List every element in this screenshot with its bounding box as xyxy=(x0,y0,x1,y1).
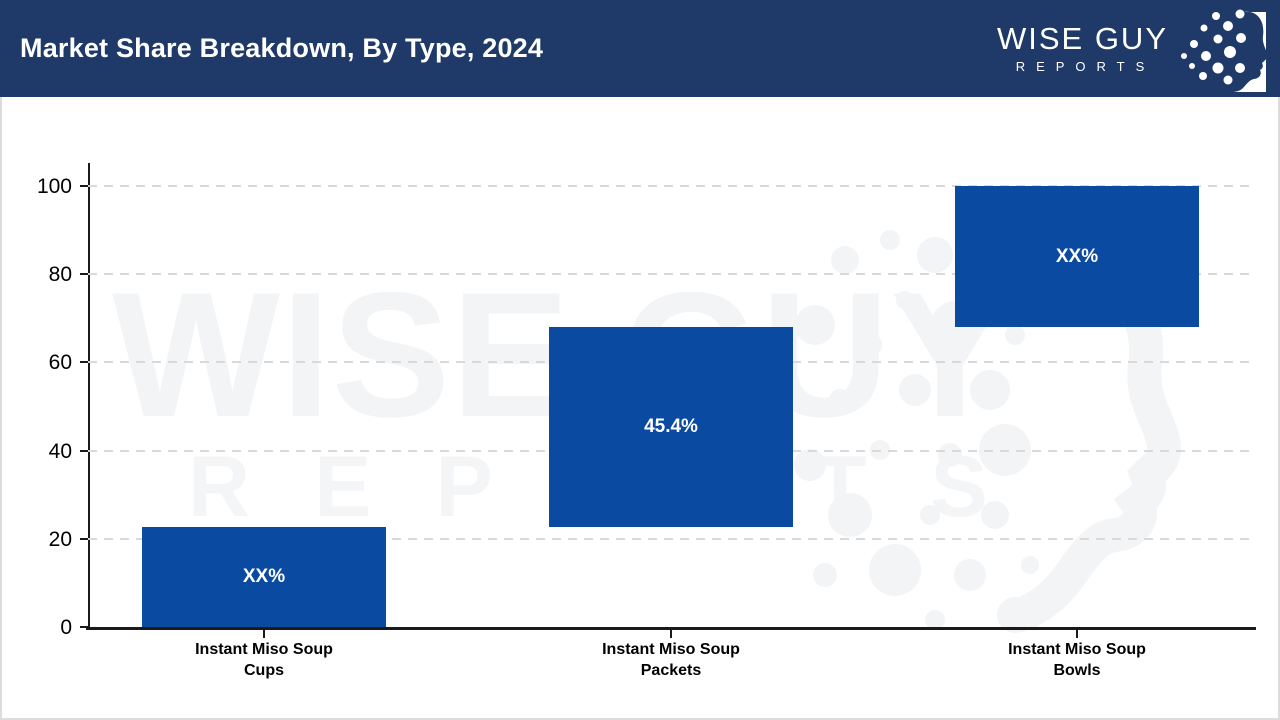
y-tick-label: 60 xyxy=(48,351,72,375)
category-label: Instant Miso Soup Bowls xyxy=(917,640,1237,682)
bar-value-label: XX% xyxy=(242,566,286,588)
bar-1: XX% xyxy=(142,527,386,627)
y-tick-mark xyxy=(80,626,88,628)
x-tick-mark xyxy=(670,630,672,638)
category-label-line: Instant Miso Soup xyxy=(602,641,740,658)
y-axis xyxy=(88,163,1256,627)
y-tick-mark xyxy=(80,361,88,364)
y-tick-label: 40 xyxy=(48,439,72,463)
logo-subtitle: REPORTS xyxy=(1015,59,1156,74)
y-tick-mark xyxy=(80,537,88,540)
y-tick-label: 0 xyxy=(60,616,72,639)
bar-value-label: 45.4% xyxy=(644,416,698,438)
gridline-20 xyxy=(88,537,1256,540)
bar-3: XX% xyxy=(955,186,1199,328)
y-tick-label: 20 xyxy=(48,527,72,551)
x-tick-mark xyxy=(263,630,265,638)
chart-title: Market Share Breakdown, By Type, 2024 xyxy=(20,33,544,63)
category-label: Instant Miso Soup Packets xyxy=(511,640,831,682)
category-label-line: Packets xyxy=(640,661,702,679)
header-bar: Market Share Breakdown, By Type, 2024 WI… xyxy=(0,0,1280,97)
category-label: Instant Miso Soup Cups xyxy=(104,640,424,682)
category-label-line: Instant Miso Soup xyxy=(195,641,333,658)
category-label-line: Instant Miso Soup xyxy=(1008,641,1146,658)
x-axis xyxy=(86,627,1256,630)
y-tick-label: 80 xyxy=(48,263,72,287)
logo-face-icon xyxy=(1181,9,1266,92)
y-tick-label: 100 xyxy=(36,175,72,198)
gridline-80 xyxy=(88,273,1256,276)
category-label-line: Cups xyxy=(244,661,284,679)
bar-2: 45.4% xyxy=(549,327,793,528)
y-tick-mark xyxy=(80,185,88,187)
category-label-line: Bowls xyxy=(1053,661,1101,679)
wiseguy-logo: WISE GUY REPORTS xyxy=(997,6,1266,92)
y-tick-mark xyxy=(80,273,88,276)
bar-value-label: XX% xyxy=(1055,245,1099,267)
gridline-100 xyxy=(88,185,1256,187)
x-tick-mark xyxy=(1076,630,1078,638)
y-tick-mark xyxy=(80,449,88,452)
logo-text: WISE GUY REPORTS xyxy=(997,23,1168,74)
logo-wordmark: WISE GUY xyxy=(996,21,1168,56)
